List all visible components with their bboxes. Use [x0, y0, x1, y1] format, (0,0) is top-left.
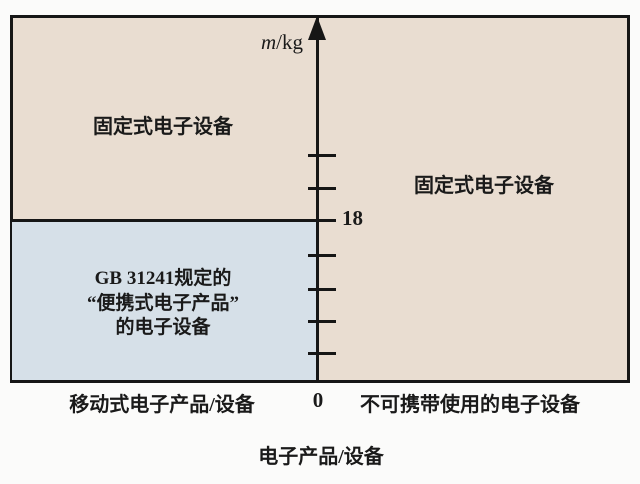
portable-label-line3: 的电子设备: [115, 317, 211, 338]
axis-tick: [308, 288, 336, 291]
region-label-portable: GB 31241规定的 “便携式电子产品” 的电子设备: [23, 267, 303, 341]
axis-tick: [308, 187, 336, 190]
x-category-mobile: 移动式电子产品/设备: [69, 394, 255, 416]
region-label-fixed-right: 固定式电子设备: [414, 175, 554, 197]
axis-tick: [308, 352, 336, 355]
y-axis-arrow-icon: [308, 16, 326, 40]
threshold-divider-line: [12, 219, 336, 222]
portable-products-region: [12, 222, 316, 380]
origin-value-label: 0: [312, 388, 324, 412]
portable-label-line1: GB 31241规定的: [94, 268, 232, 289]
threshold-value-label: 18: [342, 206, 363, 230]
portable-label-line2: “便携式电子产品”: [86, 292, 239, 314]
y-axis-line: [316, 17, 319, 381]
x-axis-caption: 电子产品/设备: [258, 446, 384, 468]
region-label-fixed-top-left: 固定式电子设备: [93, 116, 233, 138]
unit-suffix: /kg: [276, 30, 303, 54]
axis-tick: [308, 254, 336, 257]
axis-tick: [308, 154, 336, 157]
x-category-non-portable: 不可携带使用的电子设备: [360, 394, 580, 416]
axis-tick: [308, 320, 336, 323]
mass-symbol: m: [260, 30, 277, 54]
y-axis-unit-label: m/kg: [230, 30, 303, 55]
